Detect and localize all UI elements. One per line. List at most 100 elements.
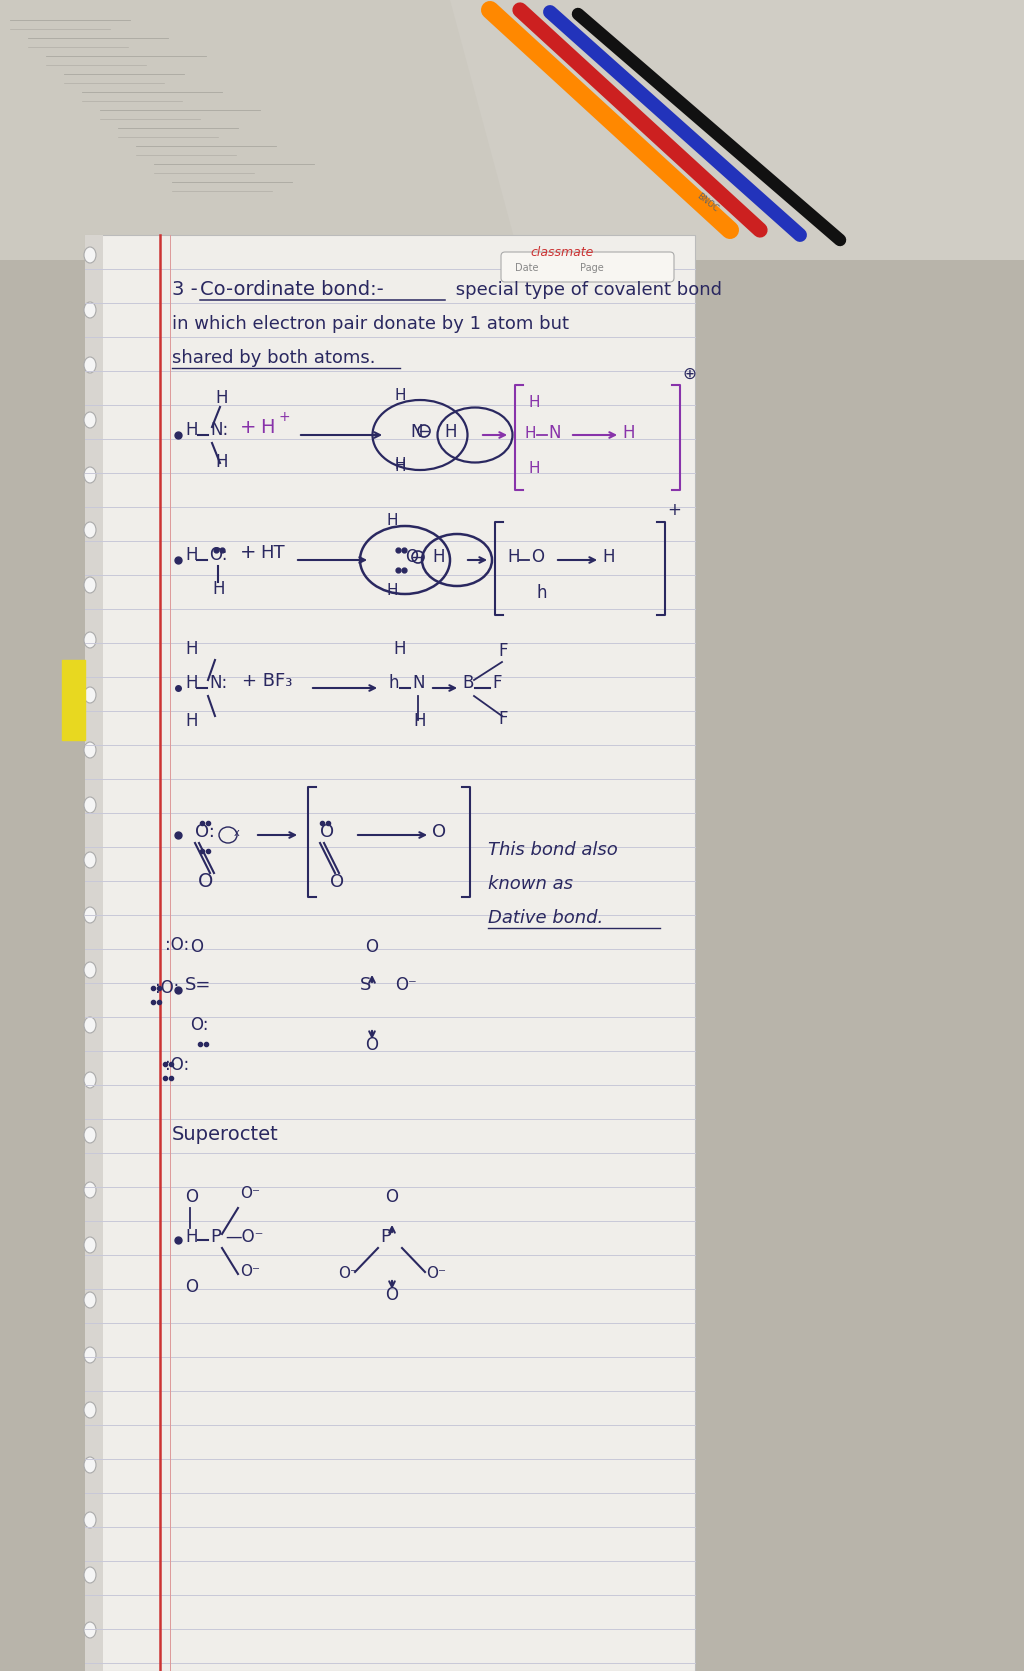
- Text: H: H: [528, 461, 540, 476]
- Ellipse shape: [84, 1126, 96, 1143]
- Ellipse shape: [84, 1018, 96, 1033]
- Text: H: H: [215, 389, 227, 408]
- Text: H: H: [185, 1228, 198, 1247]
- Text: H: H: [386, 583, 397, 598]
- Text: H: H: [395, 388, 407, 403]
- Text: O: O: [185, 1278, 198, 1297]
- Ellipse shape: [84, 1623, 96, 1638]
- Text: O⁻: O⁻: [338, 1267, 358, 1282]
- Text: +: +: [240, 543, 256, 561]
- Ellipse shape: [84, 413, 96, 428]
- Text: :O:: :O:: [165, 1056, 189, 1074]
- Text: B: B: [462, 673, 473, 692]
- Ellipse shape: [84, 1237, 96, 1253]
- Ellipse shape: [84, 576, 96, 593]
- Ellipse shape: [84, 1073, 96, 1088]
- Text: F: F: [498, 642, 508, 660]
- Text: H: H: [444, 423, 457, 441]
- Text: O⁻: O⁻: [240, 1186, 260, 1201]
- Text: H: H: [413, 712, 426, 730]
- Text: +: +: [240, 418, 256, 438]
- Text: H: H: [395, 456, 407, 471]
- Text: H: H: [602, 548, 614, 566]
- Text: +: +: [667, 501, 681, 520]
- Text: N: N: [548, 424, 560, 443]
- Text: N:: N:: [209, 673, 227, 692]
- Bar: [85, 236, 695, 1671]
- Text: N: N: [410, 423, 423, 441]
- Text: H: H: [528, 394, 540, 409]
- Text: +: +: [278, 409, 290, 424]
- Polygon shape: [400, 0, 1024, 261]
- Text: H: H: [185, 712, 198, 730]
- Ellipse shape: [84, 1181, 96, 1198]
- Text: O: O: [432, 824, 446, 841]
- Text: O:: O:: [209, 546, 227, 565]
- Text: H: H: [395, 460, 407, 475]
- Text: S: S: [360, 976, 372, 994]
- Text: H: H: [393, 640, 406, 658]
- Text: H: H: [386, 513, 397, 528]
- Ellipse shape: [84, 247, 96, 262]
- Bar: [85, 236, 103, 1671]
- Text: O: O: [185, 1188, 198, 1206]
- Text: This bond also: This bond also: [488, 841, 617, 859]
- Text: H: H: [212, 580, 224, 598]
- Text: O: O: [406, 548, 418, 566]
- Ellipse shape: [84, 632, 96, 648]
- Text: N: N: [412, 673, 425, 692]
- Ellipse shape: [84, 1347, 96, 1364]
- Text: H: H: [622, 424, 635, 443]
- Text: O: O: [531, 548, 544, 566]
- Ellipse shape: [84, 962, 96, 978]
- Text: H: H: [185, 673, 198, 692]
- Text: —O⁻: —O⁻: [225, 1228, 263, 1247]
- Text: Superoctet: Superoctet: [172, 1125, 279, 1145]
- Text: O: O: [365, 937, 378, 956]
- Text: known as: known as: [488, 876, 573, 892]
- Ellipse shape: [84, 1292, 96, 1308]
- Ellipse shape: [84, 302, 96, 317]
- Ellipse shape: [84, 742, 96, 759]
- Text: H: H: [215, 453, 227, 471]
- Text: O: O: [319, 824, 334, 841]
- Text: shared by both atoms.: shared by both atoms.: [172, 349, 376, 368]
- Text: Page: Page: [580, 262, 604, 272]
- Text: BNOC: BNOC: [695, 192, 720, 214]
- Text: 3 -: 3 -: [172, 281, 198, 299]
- Ellipse shape: [84, 797, 96, 814]
- Text: O: O: [385, 1188, 398, 1206]
- Polygon shape: [0, 0, 520, 261]
- Text: O⁻: O⁻: [426, 1267, 446, 1282]
- Text: H: H: [185, 421, 198, 439]
- Text: N:: N:: [210, 421, 228, 439]
- Text: :O:: :O:: [155, 979, 179, 998]
- Text: P: P: [380, 1228, 391, 1247]
- Text: H: H: [185, 546, 198, 565]
- Ellipse shape: [84, 852, 96, 867]
- Ellipse shape: [84, 521, 96, 538]
- Ellipse shape: [84, 1457, 96, 1474]
- Text: :O:: :O:: [165, 936, 189, 954]
- Text: H: H: [432, 548, 444, 566]
- Text: O:: O:: [190, 1016, 209, 1034]
- Text: O:: O:: [195, 824, 215, 841]
- Text: P: P: [210, 1228, 221, 1247]
- Text: HT: HT: [260, 545, 285, 561]
- Text: H: H: [260, 418, 274, 438]
- FancyBboxPatch shape: [501, 252, 674, 282]
- Text: special type of covalent bond: special type of covalent bond: [450, 281, 722, 299]
- Text: O: O: [385, 1287, 398, 1303]
- Text: H: H: [185, 640, 198, 658]
- Ellipse shape: [84, 1567, 96, 1582]
- Ellipse shape: [84, 358, 96, 373]
- Ellipse shape: [84, 466, 96, 483]
- Text: h: h: [388, 673, 398, 692]
- Text: h: h: [537, 583, 548, 602]
- Text: F: F: [498, 710, 508, 729]
- Text: Dative bond.: Dative bond.: [488, 909, 603, 927]
- Ellipse shape: [84, 907, 96, 922]
- Text: in which electron pair donate by 1 atom but: in which electron pair donate by 1 atom …: [172, 316, 569, 333]
- Text: O: O: [330, 872, 344, 891]
- Text: F: F: [492, 673, 502, 692]
